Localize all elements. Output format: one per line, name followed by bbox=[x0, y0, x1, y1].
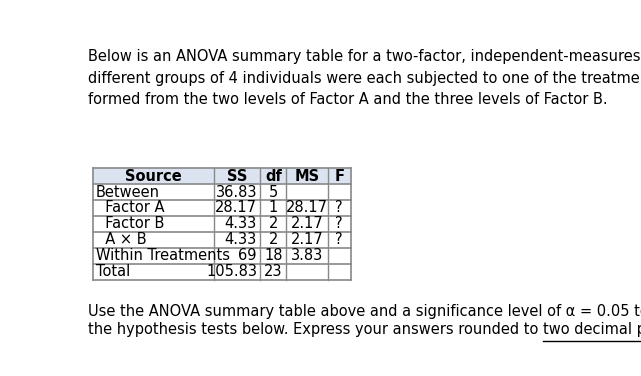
Text: 2: 2 bbox=[269, 217, 278, 231]
Text: 2.17: 2.17 bbox=[290, 217, 323, 231]
Text: A × B: A × B bbox=[96, 232, 147, 247]
Text: 28.17: 28.17 bbox=[215, 200, 257, 215]
Text: Source: Source bbox=[125, 168, 181, 183]
Text: ?: ? bbox=[335, 217, 343, 231]
Text: 23: 23 bbox=[264, 264, 283, 279]
Text: Factor B: Factor B bbox=[96, 217, 164, 231]
Text: 28.17: 28.17 bbox=[286, 200, 328, 215]
Text: Between: Between bbox=[96, 185, 160, 200]
Text: 1: 1 bbox=[269, 200, 278, 215]
Text: Total: Total bbox=[96, 264, 130, 279]
Text: df: df bbox=[265, 168, 282, 183]
Text: 69: 69 bbox=[238, 248, 257, 263]
Text: 2: 2 bbox=[269, 232, 278, 247]
Text: SS: SS bbox=[227, 168, 247, 183]
Text: F: F bbox=[334, 168, 344, 183]
Text: 105.83: 105.83 bbox=[206, 264, 257, 279]
Text: 4.33: 4.33 bbox=[225, 232, 257, 247]
Text: MS: MS bbox=[294, 168, 319, 183]
Text: ?: ? bbox=[335, 200, 343, 215]
Text: the hypothesis tests below. Express your answers rounded to two decimal places.: the hypothesis tests below. Express your… bbox=[88, 323, 641, 338]
Text: Factor A: Factor A bbox=[96, 200, 165, 215]
Text: 36.83: 36.83 bbox=[215, 185, 257, 200]
Text: Within Treatments: Within Treatments bbox=[96, 248, 230, 263]
Bar bbox=[92, 168, 351, 184]
Text: 4.33: 4.33 bbox=[225, 217, 257, 231]
Text: 3.83: 3.83 bbox=[291, 248, 323, 263]
Text: Below is an ANOVA summary table for a two-factor, independent-measures study whe: Below is an ANOVA summary table for a tw… bbox=[88, 50, 641, 64]
Text: 2.17: 2.17 bbox=[290, 232, 323, 247]
Text: two decimal places: two decimal places bbox=[88, 323, 228, 338]
Text: 18: 18 bbox=[264, 248, 283, 263]
Text: different groups of 4 individuals were each subjected to one of the treatment co: different groups of 4 individuals were e… bbox=[88, 71, 641, 86]
Text: Use the ANOVA summary table above and a significance level of α = 0.05 to comple: Use the ANOVA summary table above and a … bbox=[88, 304, 641, 319]
Text: the hypothesis tests below. Express your answers rounded to: the hypothesis tests below. Express your… bbox=[88, 323, 542, 338]
Text: formed from the two levels of Factor A and the three levels of Factor B.: formed from the two levels of Factor A a… bbox=[88, 92, 607, 107]
Text: 5: 5 bbox=[269, 185, 278, 200]
Text: ?: ? bbox=[335, 232, 343, 247]
